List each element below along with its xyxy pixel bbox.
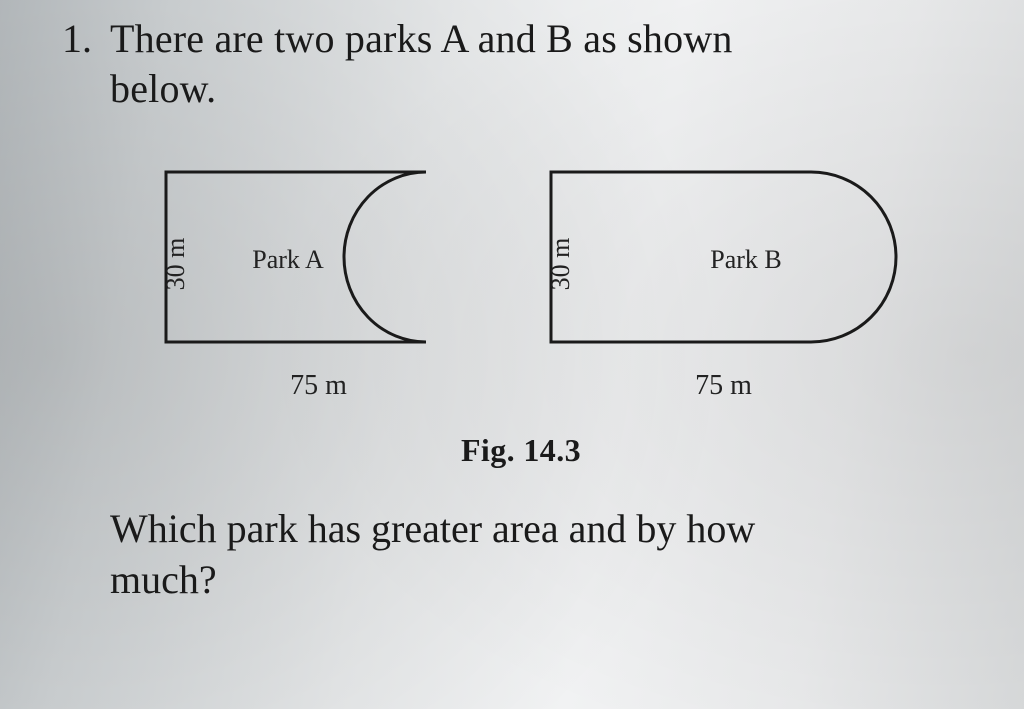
page-content: 1. There are two parks A and B as shown …: [62, 14, 962, 605]
parks-row: 30 m Park A 75 m 30 m Park B 75 m: [106, 152, 936, 402]
park-b-diagram: 30 m Park B: [521, 152, 926, 362]
park-a-height-label: 30 m: [161, 238, 190, 291]
question-row: 1. There are two parks A and B as shown …: [62, 14, 962, 114]
park-b-cell: 30 m Park B 75 m: [521, 152, 926, 402]
figure-caption: Fig. 14.3: [106, 432, 936, 469]
question-number: 1.: [62, 14, 110, 64]
followup-question: Which park has greater area and by how m…: [110, 503, 980, 605]
park-b-label: Park B: [710, 245, 782, 274]
park-a-label: Park A: [252, 245, 324, 274]
followup-line-2: much?: [110, 557, 217, 602]
followup-line-1: Which park has greater area and by how: [110, 506, 755, 551]
park-a-width-label: 75 m: [290, 370, 347, 402]
park-b-width-label: 75 m: [695, 370, 752, 402]
park-b-height-label: 30 m: [546, 238, 575, 291]
question-line-2: below.: [110, 66, 216, 111]
question-text: There are two parks A and B as shown bel…: [110, 14, 733, 114]
park-a-diagram: 30 m Park A: [116, 152, 521, 362]
question-line-1: There are two parks A and B as shown: [110, 16, 733, 61]
park-a-cell: 30 m Park A 75 m: [116, 152, 521, 402]
figure-wrap: 30 m Park A 75 m 30 m Park B 75 m: [106, 152, 936, 469]
